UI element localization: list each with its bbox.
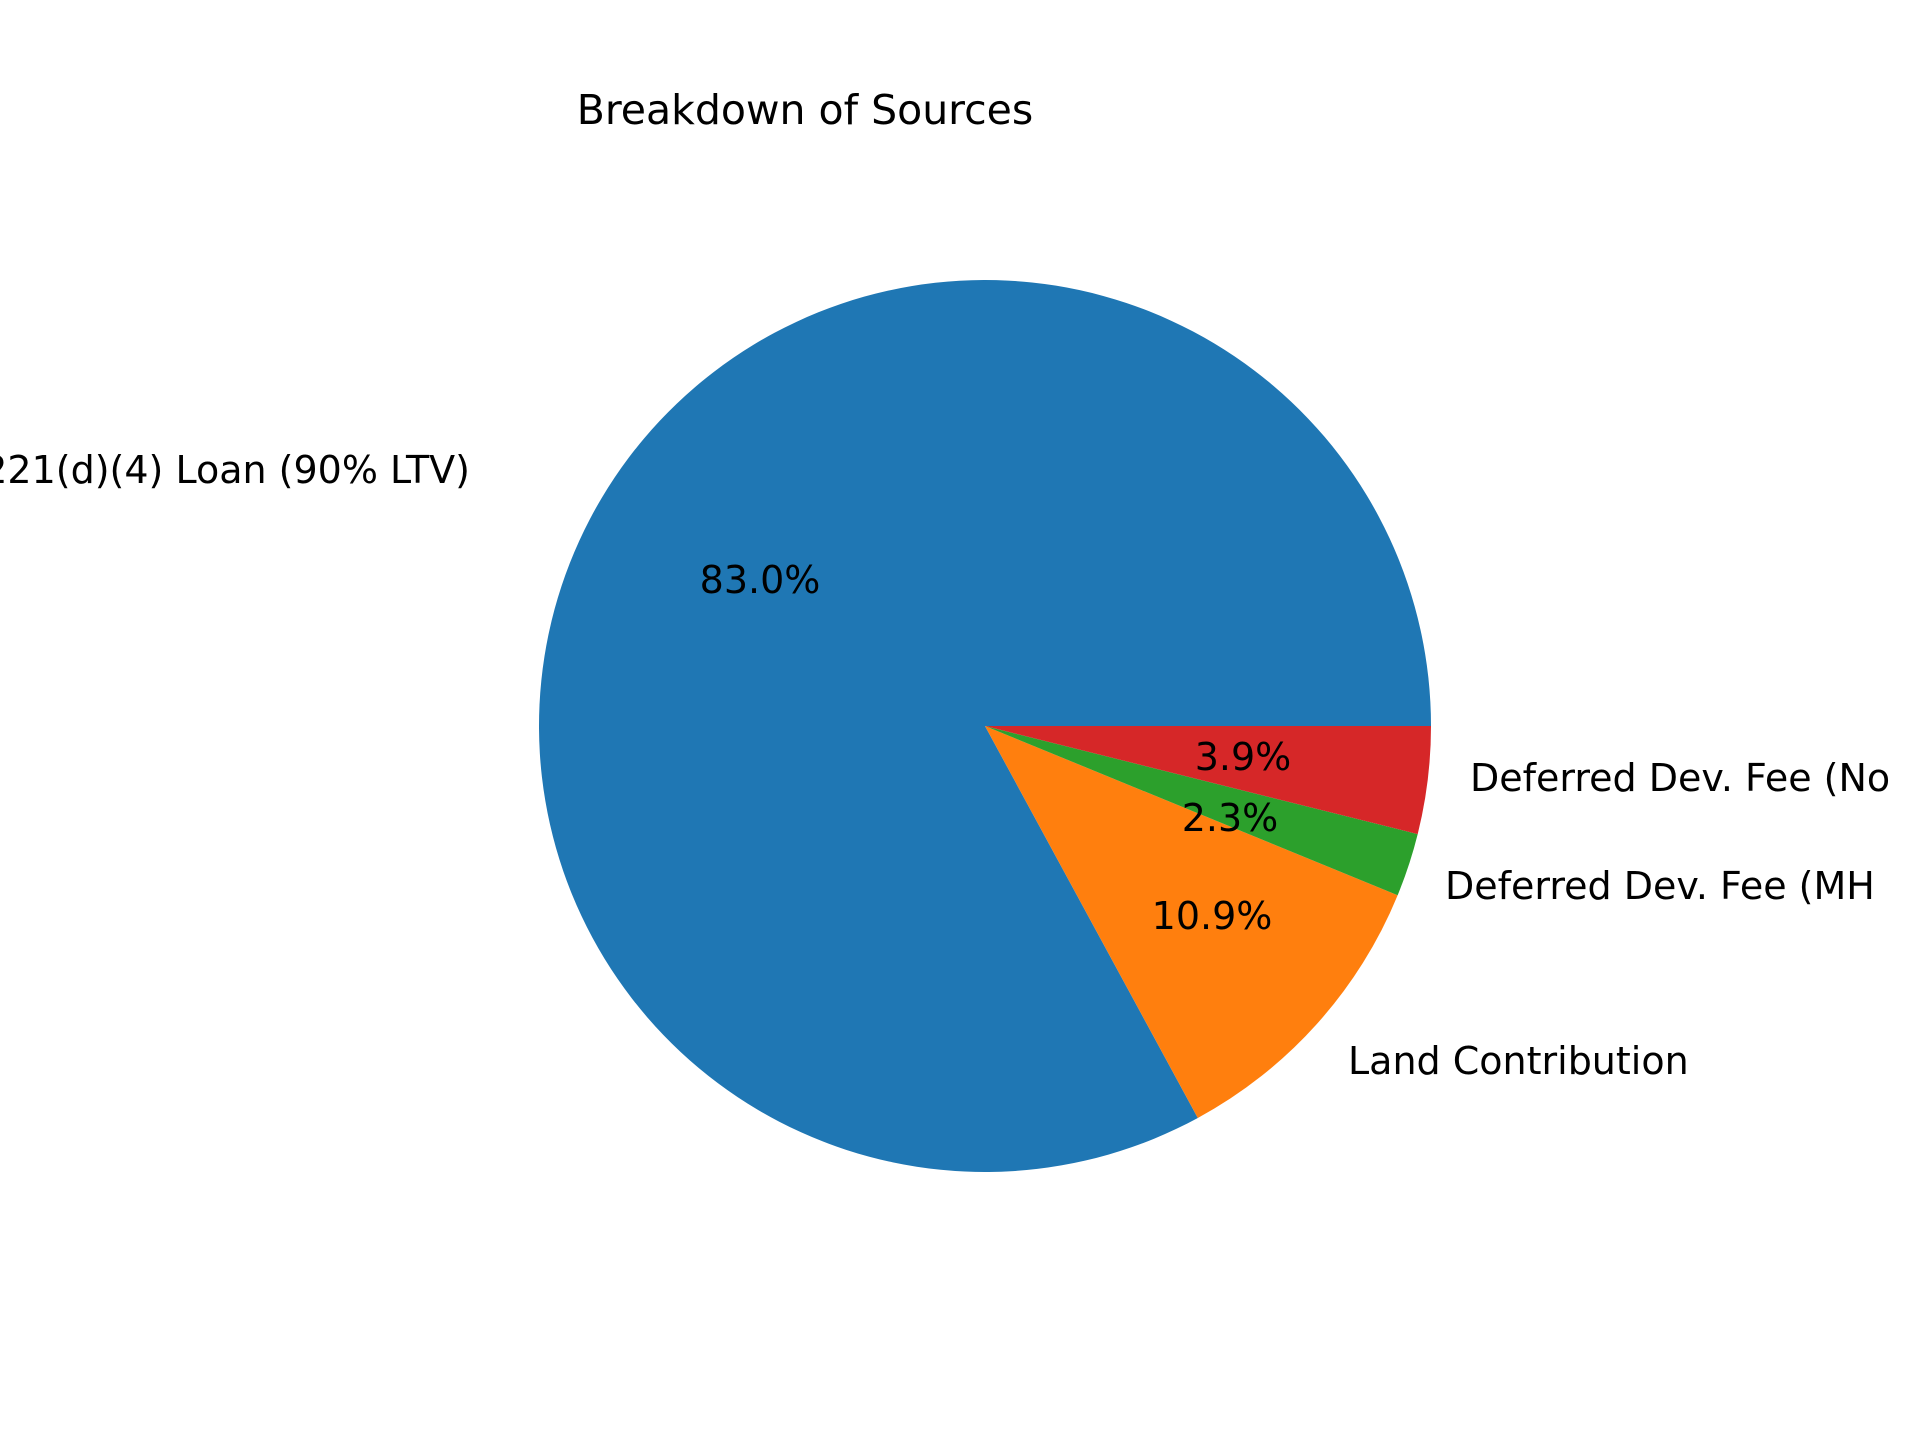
slice-label-hud-loan: D 221(d)(4) Loan (90% LTV) xyxy=(0,448,470,492)
slice-label-deferred-dev-fee-mhp: Deferred Dev. Fee (MH xyxy=(1445,864,1875,908)
slice-percent-deferred-dev-fee-non-mhp: 3.9% xyxy=(1194,735,1292,779)
pie-slice-land-contribution xyxy=(985,726,1398,1118)
pie-slice-hud-loan xyxy=(539,280,1431,1173)
chart-title: Breakdown of Sources xyxy=(576,86,1034,134)
pie-slice-deferred-dev-fee-non-mhp xyxy=(985,726,1431,835)
pie-slices xyxy=(539,280,1431,1173)
pie-slice-deferred-dev-fee-mhp xyxy=(985,726,1418,896)
slice-percent-hud-loan: 83.0% xyxy=(699,558,821,602)
slice-percent-deferred-dev-fee-mhp: 2.3% xyxy=(1181,796,1279,840)
slice-label-deferred-dev-fee-non-mhp: Deferred Dev. Fee (No xyxy=(1470,756,1891,800)
slice-percent-land-contribution: 10.9% xyxy=(1151,894,1273,938)
slice-label-land-contribution: Land Contribution xyxy=(1348,1039,1689,1083)
